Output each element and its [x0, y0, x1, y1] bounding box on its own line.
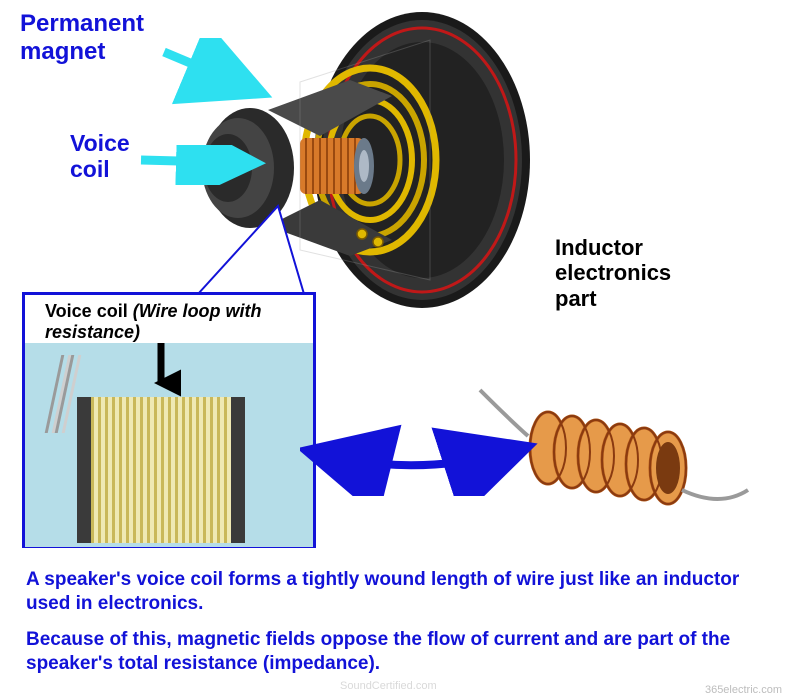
coil-windings-icon — [91, 397, 231, 543]
voice-coil-label: Voice coil — [70, 130, 130, 183]
voice-coil-graphic — [91, 397, 231, 543]
callout-wedge — [182, 202, 322, 302]
watermark-right: 365electric.com — [705, 684, 782, 696]
inset-title: Voice coil (Wire loop with resistance) — [45, 301, 262, 343]
caption-1: A speaker's voice coil forms a tightly w… — [26, 568, 762, 616]
arrow-voice-coil — [135, 145, 275, 185]
inset-title-bold: Voice coil — [45, 301, 128, 321]
inset-down-arrow — [141, 339, 181, 399]
voice-coil-inset: Voice coil (Wire loop with resistance) — [22, 292, 316, 548]
caption-2: Because of this, magnetic fields oppose … — [26, 628, 762, 676]
double-arrow-icon — [300, 416, 550, 496]
inductor-part-label: Inductor electronics part — [555, 235, 671, 311]
arrow-permanent-magnet — [158, 38, 288, 118]
permanent-magnet-label: Permanent magnet — [20, 10, 144, 65]
watermark-center: SoundCertified.com — [340, 680, 437, 692]
